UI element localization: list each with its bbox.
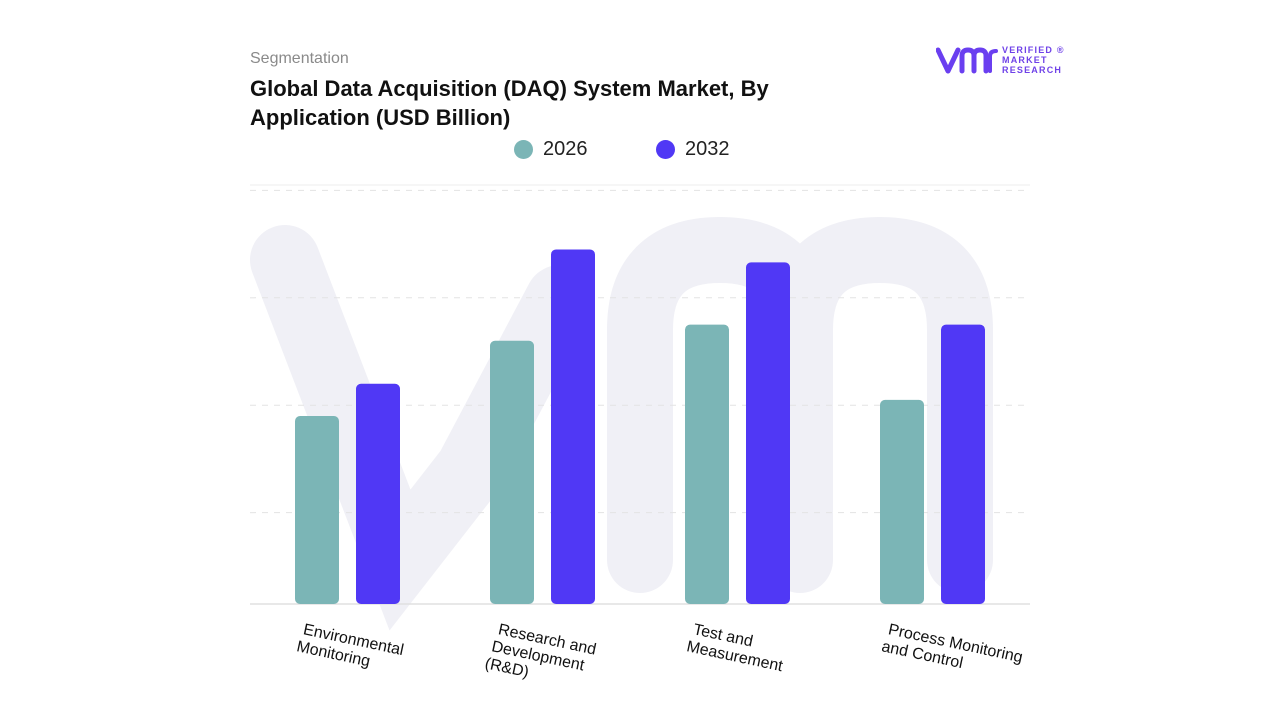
vmr-logo-icon	[935, 47, 998, 74]
bar-2026-environmental-monitoring	[295, 415, 339, 604]
bar-2032-test-and-measurement	[746, 262, 790, 604]
segment-label: Segmentation	[250, 50, 349, 67]
legend-label-2032: 2032	[685, 137, 730, 160]
vmr-logo: VERIFIED ® MARKET RESEARCH	[935, 44, 1076, 76]
x-tick-label-environmental-monitoring: EnvironmentalMonitoring	[295, 621, 405, 677]
legend-item-2026: 2026	[514, 134, 588, 164]
bar-2032-environmental-monitoring	[356, 383, 400, 604]
bar-2026-process-monitoring-and-control	[880, 399, 924, 604]
legend-item-2032: 2032	[656, 134, 730, 164]
legend-label-2026: 2026	[543, 137, 588, 160]
legend-swatch-2032	[656, 139, 675, 159]
logo-line-verified: VERIFIED	[1002, 45, 1054, 55]
logo-line-market: MARKET	[1002, 55, 1048, 65]
x-tick-label-test-and-measurement: Test andMeasurement	[685, 621, 789, 676]
logo-text: VERIFIED ® MARKET RESEARCH	[1002, 45, 1065, 75]
bar-2032-research-and-development	[551, 249, 595, 604]
logo-registered-mark: ®	[1056, 45, 1065, 55]
bar-2032-process-monitoring-and-control	[941, 324, 985, 604]
x-tick-label-process-monitoring-and-control: Process Monitoringand Control	[880, 621, 1024, 684]
logo-line-research: RESEARCH	[1002, 65, 1063, 75]
x-tick-label-research-and-development: Research andDevelopment(R&D)	[483, 620, 597, 694]
bar-2026-test-and-measurement	[685, 324, 729, 604]
chart-title: Global Data Acquisition (DAQ) System Mar…	[250, 76, 769, 130]
bar-2026-research-and-development	[490, 340, 534, 604]
chart-legend: 2026 2032	[0, 134, 1280, 164]
watermark-logo-shape-2	[607, 216, 993, 593]
legend-swatch-2026	[514, 139, 533, 159]
